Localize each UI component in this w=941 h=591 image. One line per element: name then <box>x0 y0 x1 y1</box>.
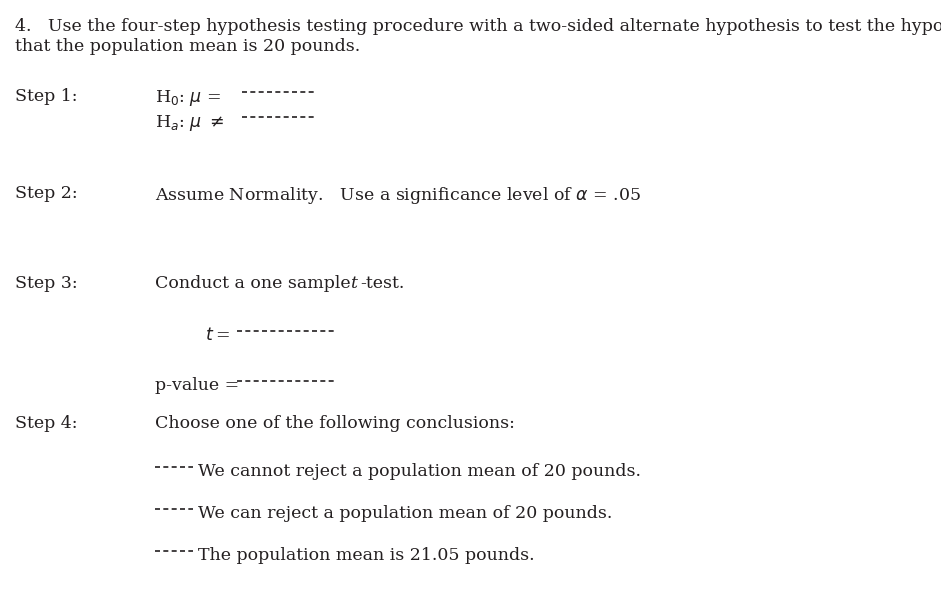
Text: Conduct a one sample: Conduct a one sample <box>155 275 356 292</box>
Text: Step 3:: Step 3: <box>15 275 77 292</box>
Text: The population mean is 21.05 pounds.: The population mean is 21.05 pounds. <box>198 547 534 564</box>
Text: p-value =: p-value = <box>155 377 245 394</box>
Text: H$_a$: $\mu$ $\neq$: H$_a$: $\mu$ $\neq$ <box>155 113 230 133</box>
Text: Step 1:: Step 1: <box>15 88 77 105</box>
Text: Choose one of the following conclusions:: Choose one of the following conclusions: <box>155 415 515 432</box>
Text: Step 4:: Step 4: <box>15 415 77 432</box>
Text: $t$ =: $t$ = <box>205 327 231 344</box>
Text: -test.: -test. <box>360 275 405 292</box>
Text: We can reject a population mean of 20 pounds.: We can reject a population mean of 20 po… <box>198 505 613 522</box>
Text: H$_0$: $\mu$ =: H$_0$: $\mu$ = <box>155 88 223 108</box>
Text: Assume Normality.   Use a significance level of $\alpha$ = .05: Assume Normality. Use a significance lev… <box>155 185 641 206</box>
Text: t: t <box>350 275 357 292</box>
Text: We cannot reject a population mean of 20 pounds.: We cannot reject a population mean of 20… <box>198 463 641 480</box>
Text: that the population mean is 20 pounds.: that the population mean is 20 pounds. <box>15 38 360 55</box>
Text: 4.   Use the four-step hypothesis testing procedure with a two-sided alternate h: 4. Use the four-step hypothesis testing … <box>15 18 941 35</box>
Text: Step 2:: Step 2: <box>15 185 77 202</box>
